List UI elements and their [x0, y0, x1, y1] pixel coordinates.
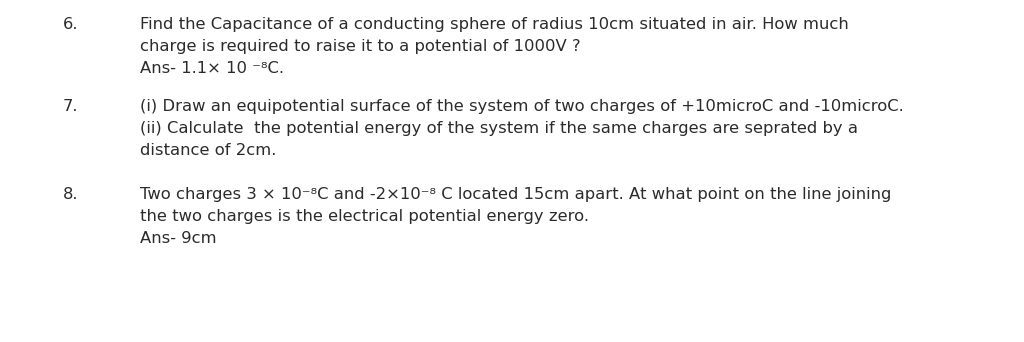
Text: 7.: 7. [63, 99, 79, 114]
Text: distance of 2cm.: distance of 2cm. [140, 143, 276, 158]
Text: 8.: 8. [63, 187, 79, 202]
Text: the two charges is the electrical potential energy zero.: the two charges is the electrical potent… [140, 209, 589, 224]
Text: Find the Capacitance of a conducting sphere of radius 10cm situated in air. How : Find the Capacitance of a conducting sph… [140, 17, 849, 32]
Text: Ans- 9cm: Ans- 9cm [140, 231, 217, 246]
Text: Ans- 1.1× 10 ⁻⁸C.: Ans- 1.1× 10 ⁻⁸C. [140, 61, 284, 76]
Text: (i) Draw an equipotential surface of the system of two charges of +10microC and : (i) Draw an equipotential surface of the… [140, 99, 904, 114]
Text: Two charges 3 × 10⁻⁸C and -2×10⁻⁸ C located 15cm apart. At what point on the lin: Two charges 3 × 10⁻⁸C and -2×10⁻⁸ C loca… [140, 187, 891, 202]
Text: charge is required to raise it to a potential of 1000V ?: charge is required to raise it to a pote… [140, 39, 581, 54]
Text: (ii) Calculate  the potential energy of the system if the same charges are sepra: (ii) Calculate the potential energy of t… [140, 121, 858, 136]
Text: 6.: 6. [63, 17, 79, 32]
